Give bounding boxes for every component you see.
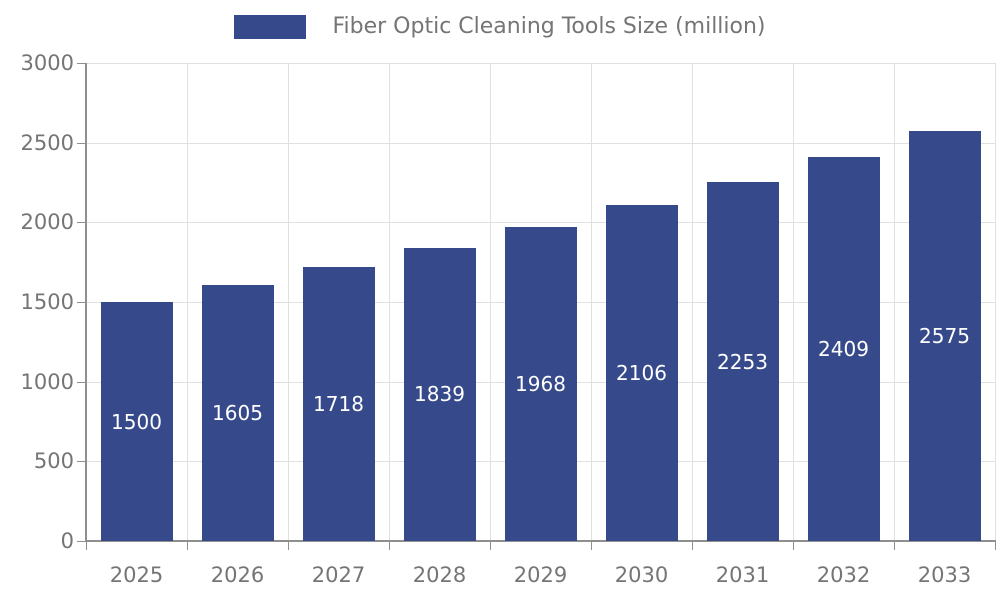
gridline-vertical (288, 63, 289, 541)
x-axis-category-label: 2026 (210, 563, 265, 587)
x-axis-line (85, 540, 996, 542)
y-axis-tick-mark (77, 541, 85, 542)
bar-value-label: 1968 (515, 372, 566, 397)
bar-value-label: 1500 (111, 409, 162, 434)
legend-item[interactable]: Fiber Optic Cleaning Tools Size (million… (234, 14, 766, 39)
gridline-vertical (894, 63, 895, 541)
legend-swatch (234, 14, 307, 39)
y-axis-tick-label: 1000 (20, 369, 74, 394)
legend-label: Fiber Optic Cleaning Tools Size (million… (332, 14, 766, 39)
bar[interactable] (706, 182, 779, 541)
bar-value-label: 1839 (414, 382, 465, 407)
x-axis-tick-mark (86, 542, 87, 550)
x-axis-category-label: 2033 (917, 563, 972, 587)
bar[interactable] (302, 267, 375, 541)
gridline-horizontal (86, 222, 995, 224)
y-axis-tick-mark (77, 63, 85, 64)
y-axis-tick-label: 1500 (20, 290, 74, 314)
gridline-vertical (793, 63, 794, 541)
gridline-vertical (591, 63, 592, 541)
x-axis-tick-mark (793, 542, 794, 550)
x-axis-tick-mark (187, 542, 188, 550)
bar[interactable] (100, 302, 173, 541)
gridline-vertical (490, 63, 491, 541)
y-axis-tick-label: 2500 (20, 130, 74, 155)
bar[interactable] (807, 157, 880, 541)
y-axis-tick-label: 2000 (20, 210, 74, 235)
y-axis-tick-label: 3000 (20, 51, 74, 75)
x-axis-tick-mark (490, 542, 491, 550)
bar[interactable] (201, 285, 274, 541)
bar-value-label: 1605 (212, 401, 263, 426)
gridline-vertical (692, 63, 693, 541)
bar[interactable] (403, 248, 476, 541)
gridline-vertical (389, 63, 390, 541)
gridline-horizontal (86, 63, 995, 64)
x-axis-category-label: 2029 (513, 563, 568, 587)
x-axis-tick-mark (288, 542, 289, 550)
y-axis-tick-mark (77, 381, 85, 383)
gridline-vertical (995, 63, 996, 541)
x-axis-category-label: 2032 (816, 563, 871, 587)
y-axis-tick-mark (77, 461, 85, 463)
bar-value-label: 2409 (818, 337, 869, 362)
x-axis-category-label: 2028 (412, 563, 467, 587)
x-axis-tick-mark (995, 542, 996, 550)
chart-legend: Fiber Optic Cleaning Tools Size (million… (0, 14, 1000, 39)
y-axis-tick-label: 0 (60, 529, 74, 553)
bar[interactable] (504, 227, 577, 541)
plot-area: 1500 1605 1718 1839 1968 2106 2253 2409 2575 (85, 63, 996, 542)
y-axis-tick-mark (77, 302, 85, 303)
x-axis-tick-mark (389, 542, 390, 550)
y-axis-tick-mark (77, 142, 85, 144)
bar-value-label: 2253 (717, 349, 768, 374)
x-axis-tick-mark (692, 542, 693, 550)
y-axis-tick-label: 500 (33, 449, 74, 474)
bar-value-label: 2106 (616, 361, 667, 386)
x-axis-tick-mark (894, 542, 895, 550)
y-axis-line (85, 63, 87, 541)
bar[interactable] (908, 130, 981, 541)
x-axis-category-label: 2027 (311, 563, 366, 587)
x-axis-category-label: 2031 (715, 563, 770, 587)
x-axis-tick-mark (591, 542, 592, 550)
x-axis-category-label: 2030 (614, 563, 669, 587)
gridline-horizontal (86, 142, 995, 144)
bar-value-label: 2575 (919, 323, 970, 348)
y-axis-tick-mark (77, 222, 85, 224)
gridline-vertical (187, 63, 188, 541)
x-axis-category-label: 2025 (109, 563, 164, 587)
bar-value-label: 1718 (313, 392, 364, 417)
bar[interactable] (605, 205, 678, 541)
